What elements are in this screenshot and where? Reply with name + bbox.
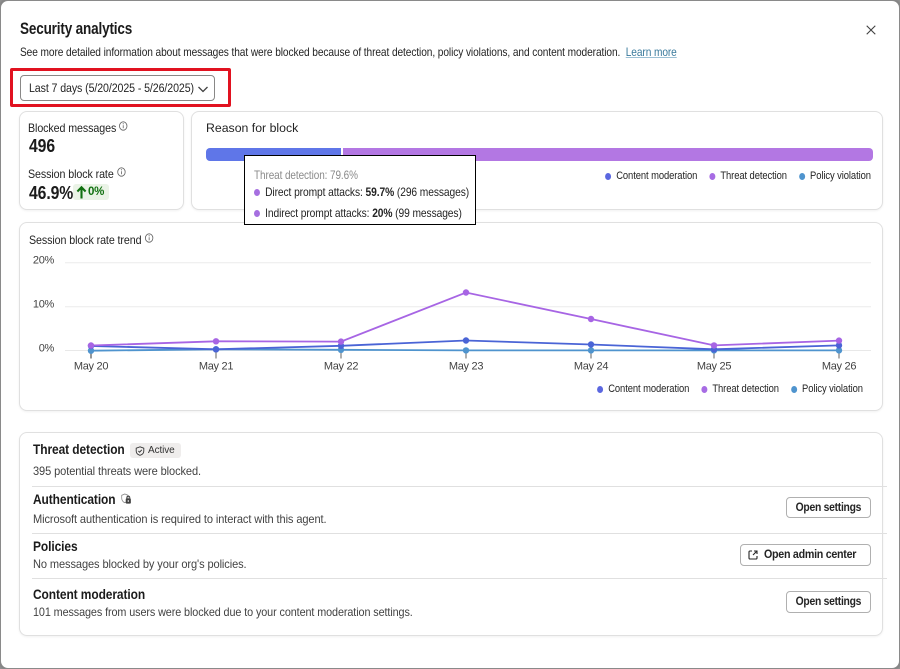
svg-text:May 23: May 23	[449, 361, 483, 373]
svg-text:May 21: May 21	[199, 361, 233, 373]
svg-text:May 26: May 26	[822, 361, 856, 373]
svg-text:May 24: May 24	[574, 361, 608, 373]
svg-text:20%: 20%	[33, 255, 55, 267]
svg-text:May 20: May 20	[74, 361, 108, 373]
svg-text:10%: 10%	[33, 299, 55, 311]
svg-text:May 25: May 25	[697, 361, 731, 373]
svg-text:May 22: May 22	[324, 361, 358, 373]
svg-text:0%: 0%	[39, 342, 55, 354]
